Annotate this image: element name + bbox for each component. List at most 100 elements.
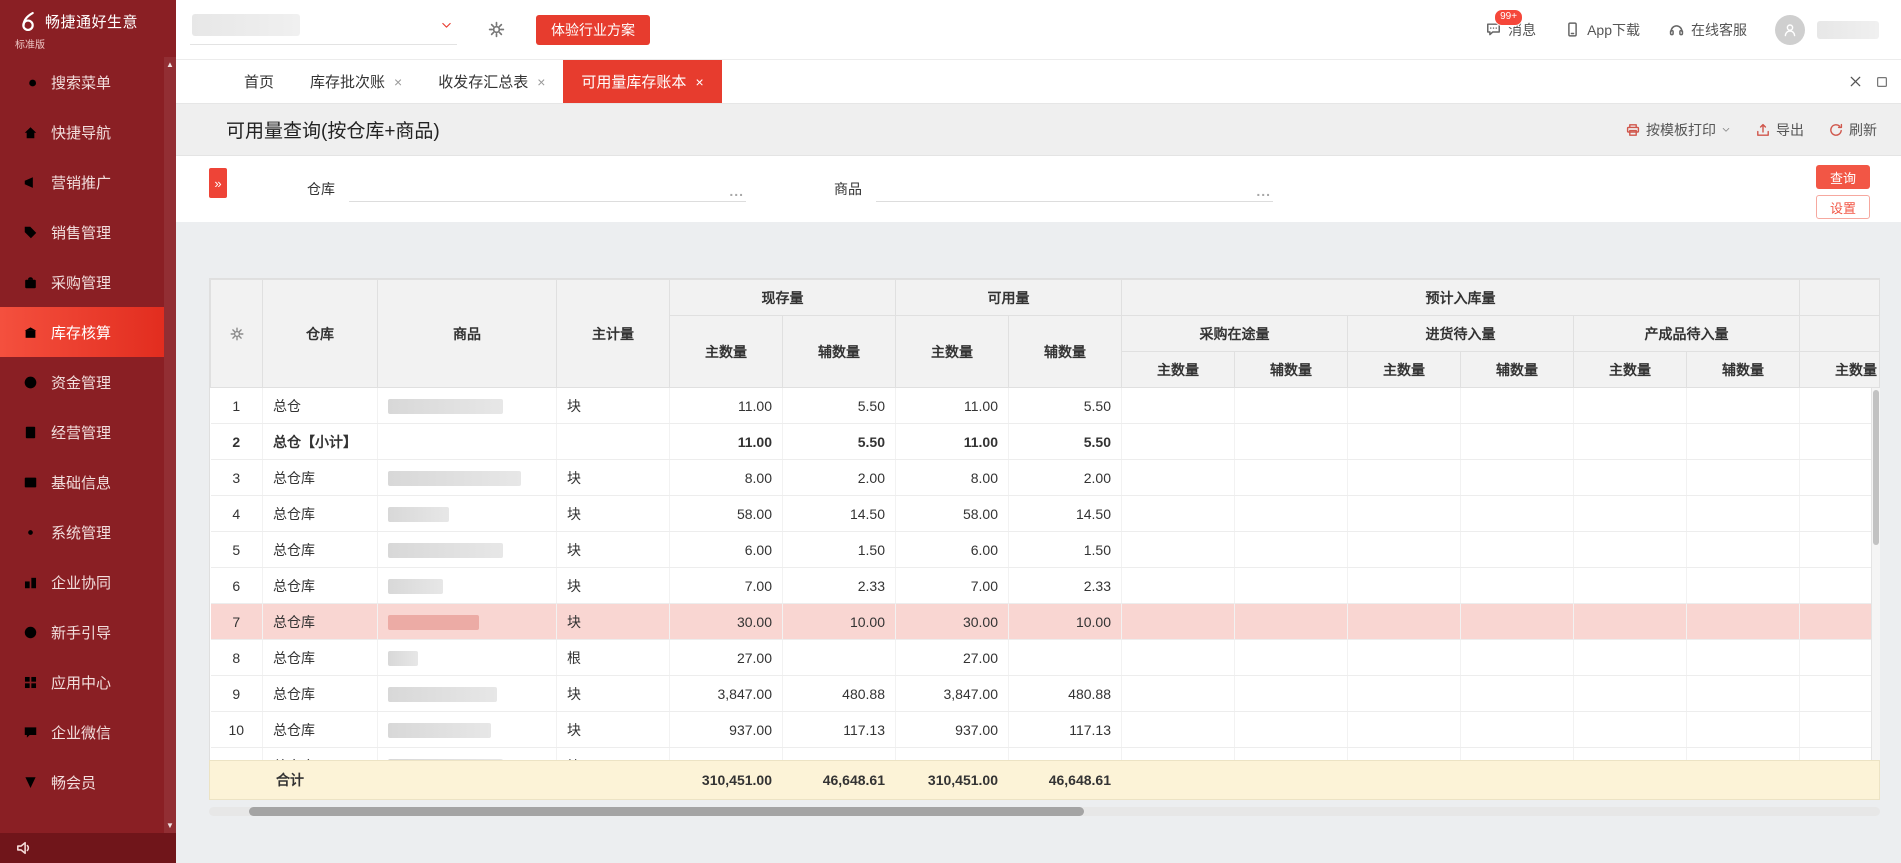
sidebar-item-search[interactable]: 搜索菜单 xyxy=(0,57,164,107)
scroll-up-icon[interactable]: ▲ xyxy=(166,60,174,69)
sidebar-item-app-center[interactable]: 应用中心 xyxy=(0,657,164,707)
tab-close-icon[interactable]: × xyxy=(537,73,546,90)
sidebar-item-wecom[interactable]: 企业微信 xyxy=(0,707,164,757)
collapse-sidebar-icon[interactable] xyxy=(15,839,33,857)
username-redacted xyxy=(1817,20,1879,39)
header-qty-aux: 辅数量 xyxy=(1685,351,1801,388)
table-row[interactable]: 10 总仓库 块 937.00 117.13 937.00 117.13 xyxy=(210,711,1879,748)
sidebar-item-inventory[interactable]: 库存核算 xyxy=(0,307,164,357)
table-row[interactable]: 3 总仓库 块 8.00 2.00 8.00 2.00 xyxy=(210,459,1879,496)
window-icon[interactable] xyxy=(1875,75,1889,89)
vertical-scrollbar[interactable] xyxy=(1871,388,1880,760)
table-row[interactable]: 9 总仓库 块 3,847.00 480.88 3,847.00 480.88 xyxy=(210,675,1879,712)
warehouse-picker-icon[interactable]: ... xyxy=(729,183,744,199)
expand-filters-button[interactable]: » xyxy=(209,168,227,198)
table-row[interactable]: 4 总仓库 块 58.00 14.50 58.00 14.50 xyxy=(210,495,1879,532)
chevron-down-icon xyxy=(1721,125,1731,135)
horizontal-scrollbar[interactable] xyxy=(209,807,1880,816)
app-download-button[interactable]: App下载 xyxy=(1564,20,1640,40)
horizontal-scrollbar-thumb[interactable] xyxy=(249,807,1084,816)
tab-inventory-batch[interactable]: 库存批次账 × xyxy=(292,60,420,103)
cell-stock-aux xyxy=(782,639,896,676)
warehouse-filter-input[interactable]: ... xyxy=(349,176,746,202)
cell-available-main: 27.00 xyxy=(895,639,1009,676)
table-row[interactable]: 8 总仓库 根 27.00 27.00 xyxy=(210,639,1879,676)
company-name-redacted xyxy=(192,14,300,36)
scroll-down-icon[interactable]: ▼ xyxy=(166,821,174,830)
cell-available-main: 58.00 xyxy=(895,495,1009,532)
total-row-wrap: 合计 310,451.00 46,648.61 310,451.00 46,64… xyxy=(209,760,1880,800)
online-support-button[interactable]: 在线客服 xyxy=(1668,20,1747,40)
refresh-button[interactable]: 刷新 xyxy=(1828,120,1877,140)
sidebar-item-collaboration[interactable]: 企业协同 xyxy=(0,557,164,607)
system-icon xyxy=(22,524,39,541)
industry-solution-button[interactable]: 体验行业方案 xyxy=(536,14,650,45)
cell-available-main: 937.00 xyxy=(895,711,1009,748)
settings-button[interactable]: 设置 xyxy=(1816,195,1870,219)
cell-stock-aux: 1.50 xyxy=(782,531,896,568)
cell-available-main: 6.00 xyxy=(895,531,1009,568)
tab-available-ledger[interactable]: 可用量库存账本 × xyxy=(563,60,722,103)
column-settings-icon[interactable] xyxy=(229,326,245,342)
header-finished-pending: 产成品待入量 xyxy=(1572,315,1801,352)
tab-close-icon[interactable]: × xyxy=(695,73,704,90)
table-row[interactable]: 1 总仓 块 11.00 5.50 11.00 5.50 xyxy=(210,387,1879,424)
messages-button[interactable]: 99+ 消息 xyxy=(1485,8,1536,40)
sales-icon xyxy=(22,224,39,241)
table-row[interactable]: 7 总仓库 块 30.00 10.00 30.00 10.00 xyxy=(210,603,1879,640)
table-row[interactable]: 6 总仓库 块 7.00 2.33 7.00 2.33 xyxy=(210,567,1879,604)
cell-stock-main: 11.00 xyxy=(669,387,783,424)
tab-close-icon[interactable]: × xyxy=(394,73,403,90)
tab-inout-summary[interactable]: 收发存汇总表 × xyxy=(420,60,563,103)
cell-unit: 块 xyxy=(556,531,670,568)
page-title: 可用量查询(按仓库+商品) xyxy=(226,121,440,142)
sidebar-scrollbar[interactable]: ▲ ▼ xyxy=(164,57,176,833)
product-picker-icon[interactable]: ... xyxy=(1256,183,1271,199)
sidebar-item-funds[interactable]: 资金管理 xyxy=(0,357,164,407)
total-row: 合计 310,451.00 46,648.61 310,451.00 46,64… xyxy=(210,761,1879,799)
sidebar-item-member[interactable]: 畅会员 xyxy=(0,757,164,807)
header-stock-main: 主数量 xyxy=(669,315,783,388)
close-icon[interactable] xyxy=(1848,74,1863,89)
cell-stock-main: 7.00 xyxy=(669,567,783,604)
cell-warehouse: 总仓库 xyxy=(262,495,378,532)
print-by-template-button[interactable]: 按模板打印 xyxy=(1625,120,1731,140)
header-available-aux: 辅数量 xyxy=(1008,315,1122,388)
tab-label: 首页 xyxy=(244,74,275,91)
export-button[interactable]: 导出 xyxy=(1755,120,1804,140)
sidebar-item-purchase[interactable]: 采购管理 xyxy=(0,257,164,307)
tab-home[interactable]: 首页 xyxy=(226,60,292,103)
inventory-icon xyxy=(22,324,39,341)
sidebar-item-system[interactable]: 系统管理 xyxy=(0,507,164,557)
table-row[interactable]: 11 总仓库 块 110.00 14.75 110.00 14.75 xyxy=(210,747,1879,760)
vertical-scrollbar-thumb[interactable] xyxy=(1873,390,1879,545)
sidebar-item-operations[interactable]: 经营管理 xyxy=(0,407,164,457)
cell-stock-main: 11.00 xyxy=(669,423,783,460)
row-number: 2 xyxy=(210,423,263,460)
cell-warehouse: 总仓库 xyxy=(262,603,378,640)
table-row[interactable]: 2 总仓【小计】 11.00 5.50 11.00 5.50 xyxy=(210,423,1879,460)
search-icon xyxy=(22,74,39,91)
avatar[interactable] xyxy=(1775,14,1805,45)
cell-warehouse: 总仓 xyxy=(262,387,378,424)
operations-icon xyxy=(22,424,39,441)
query-button[interactable]: 查询 xyxy=(1816,165,1870,189)
sidebar-item-nav[interactable]: 快捷导航 xyxy=(0,107,164,157)
row-number: 9 xyxy=(210,675,263,712)
cell-stock-main: 27.00 xyxy=(669,639,783,676)
cell-available-main: 8.00 xyxy=(895,459,1009,496)
sidebar-item-sales[interactable]: 销售管理 xyxy=(0,207,164,257)
sidebar-item-guide[interactable]: 新手引导 xyxy=(0,607,164,657)
row-number: 4 xyxy=(210,495,263,532)
printer-icon xyxy=(1625,122,1641,138)
company-selector[interactable] xyxy=(190,14,457,45)
logo: 畅捷通好生意 标准版 xyxy=(0,0,176,57)
gear-icon[interactable] xyxy=(487,20,506,39)
sidebar-item-marketing[interactable]: 营销推广 xyxy=(0,157,164,207)
sidebar-item-basic-info[interactable]: 基础信息 xyxy=(0,457,164,507)
guide-icon xyxy=(22,624,39,641)
tab-bar: 首页 库存批次账 × 收发存汇总表 × 可用量库存账本 × xyxy=(176,60,1901,104)
table-row[interactable]: 5 总仓库 块 6.00 1.50 6.00 1.50 xyxy=(210,531,1879,568)
app-download-label: App下载 xyxy=(1587,21,1640,38)
product-filter-input[interactable]: ... xyxy=(876,176,1273,202)
